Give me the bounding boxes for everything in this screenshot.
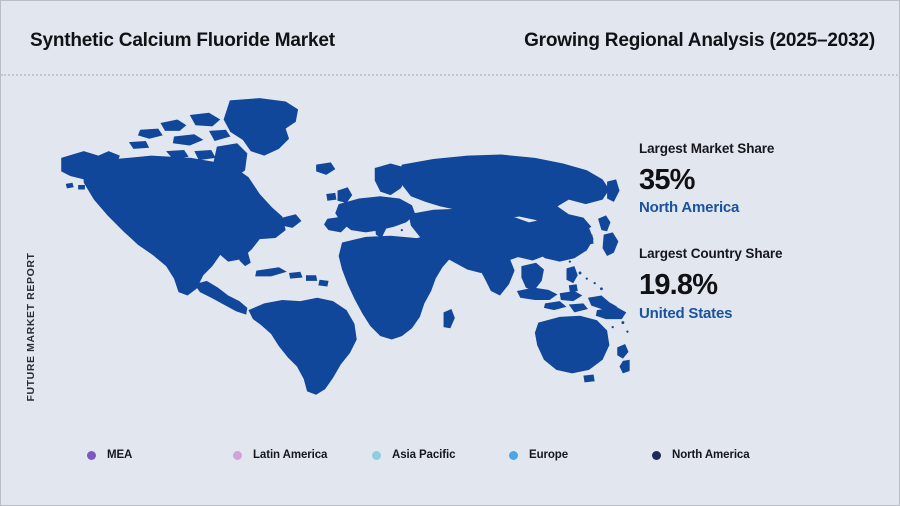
page-title: Synthetic Calcium Fluoride Market (30, 30, 335, 51)
stat-label: Largest Market Share (639, 141, 775, 156)
legend: MEA Latin America Asia Pacific Europe No… (87, 449, 807, 465)
legend-label: MEA (107, 449, 133, 461)
stat-value: 35% (639, 164, 695, 196)
legend-dot-icon (652, 450, 661, 460)
stat-subtitle: North America (639, 199, 740, 217)
stat-value: 19.8% (639, 269, 718, 302)
brand-vertical-label: FUTURE MARKET REPORT (25, 252, 37, 402)
stat-largest-market-share: Largest Market Share 35% North America (639, 141, 879, 216)
legend-label: Europe (529, 449, 569, 461)
legend-dot-icon (87, 450, 96, 460)
legend-item-north-america: North America (652, 449, 750, 461)
header-subtitle: Growing Regional Analysis (2025–2032) (524, 30, 875, 51)
stat-largest-country-share: Largest Country Share 19.8% United State… (639, 246, 879, 321)
header: Synthetic Calcium Fluoride Market Growin… (1, 1, 899, 76)
legend-item-asia-pacific: Asia Pacific (372, 449, 455, 461)
stat-subtitle: United States (639, 304, 733, 322)
world-map (61, 97, 631, 397)
legend-label: Latin America (253, 449, 328, 461)
legend-item-latin-america: Latin America (233, 449, 327, 461)
header-divider (1, 74, 899, 76)
legend-dot-icon (372, 450, 381, 460)
stats-panel: Largest Market Share 35% North America L… (639, 141, 879, 322)
legend-label: North America (672, 449, 750, 461)
stat-label: Largest Country Share (639, 246, 783, 262)
legend-item-mea: MEA (87, 449, 132, 461)
legend-label: Asia Pacific (392, 449, 456, 461)
legend-dot-icon (233, 450, 242, 460)
legend-dot-icon (509, 450, 518, 460)
world-map-landmasses (61, 98, 630, 395)
legend-item-europe: Europe (509, 449, 568, 461)
